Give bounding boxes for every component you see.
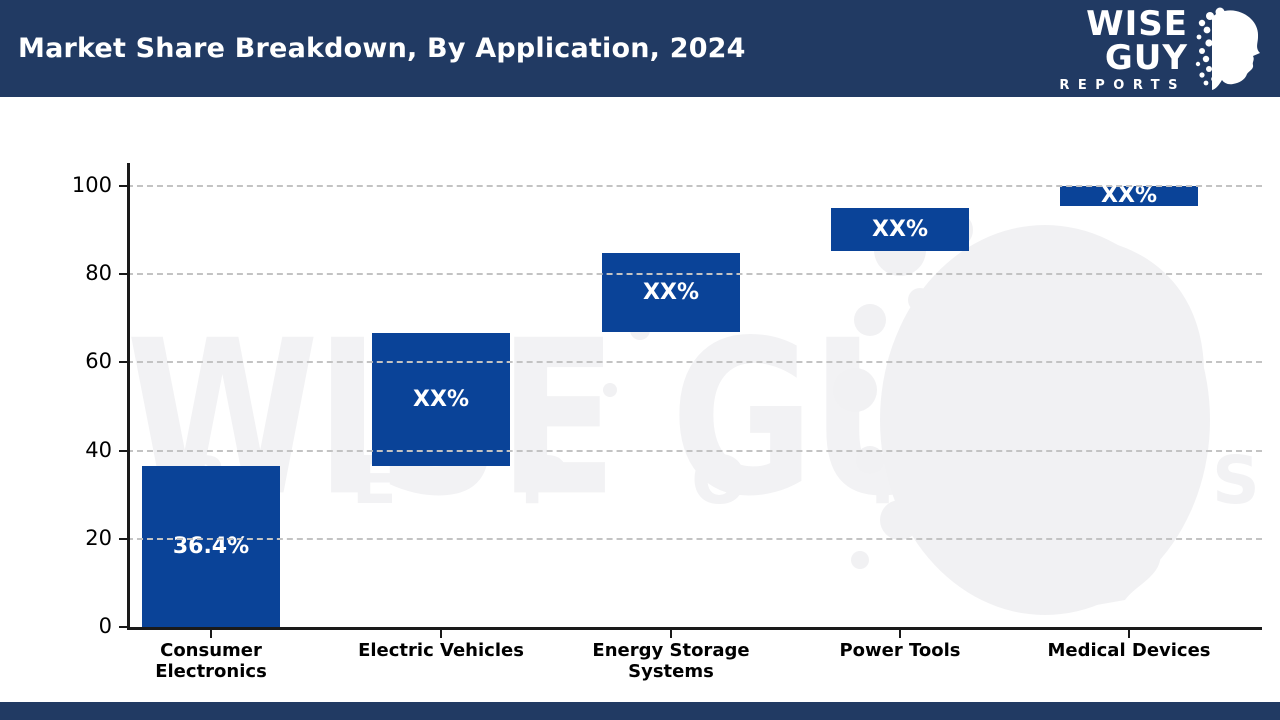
logo-head-icon [1195,7,1260,91]
wise-guy-reports-logo: WISE GUY REPORTS [1026,6,1266,92]
x-category-label-line: Power Tools [839,640,961,661]
y-tick-label: 0 [98,614,112,638]
y-tick-mark [119,537,127,540]
x-category-label-line: Electric Vehicles [358,640,524,661]
y-gridline [127,361,1262,364]
x-category-label-line: Energy Storage [592,640,750,661]
logo-wise-guy-text: WISE GUY [1086,3,1188,78]
x-tick-mark [210,629,212,638]
x-tick-mark [1128,629,1130,638]
y-tick-mark [119,361,127,364]
x-tick-mark [440,629,442,638]
y-tick-mark [119,273,127,276]
y-tick-mark [119,626,127,628]
x-category-label: Energy Storage Systems [556,640,786,682]
bar-segment: XX% [602,253,740,333]
bar-value-label: XX% [872,217,928,243]
y-tick-label: 100 [71,173,112,197]
x-category-label-line: Systems [628,661,714,683]
logo-reports-text: REPORTS [1059,77,1186,93]
y-gridline [127,449,1262,452]
bar-segment: 36.4% [142,466,280,627]
x-category-label-line: Electronics [155,661,267,683]
y-tick-mark [119,449,127,452]
x-tick-mark [670,629,672,638]
x-category-label: Power Tools [785,640,1015,661]
bar-value-label: XX% [643,280,699,306]
y-tick-mark [119,185,127,187]
x-tick-mark [899,629,901,638]
x-category-label: Electric Vehicles [326,640,556,661]
header-bar: Market Share Breakdown, By Application, … [0,0,1280,97]
x-category-label-line: Consumer [160,640,262,661]
bar-segment: XX% [372,332,510,467]
x-axis-line [127,627,1262,630]
bar-segment: XX% [1060,183,1198,209]
page-title: Market Share Breakdown, By Application, … [18,33,746,64]
y-tick-label: 80 [85,261,112,286]
y-gridline [127,537,1262,540]
x-category-label-line: Medical Devices [1047,640,1211,661]
x-category-label: Medical Devices [1014,640,1244,661]
y-tick-label: 60 [85,349,112,374]
y-gridline [127,273,1262,276]
y-axis-line [127,163,130,630]
y-gridline [127,185,1262,187]
y-tick-label: 20 [85,525,112,550]
footer-bar [0,702,1280,720]
x-category-label: Consumer Electronics [96,640,326,682]
y-tick-label: 40 [85,437,112,462]
bar-value-label: XX% [1101,183,1157,209]
bar-segment: XX% [831,208,969,252]
bar-value-label: XX% [413,387,469,413]
